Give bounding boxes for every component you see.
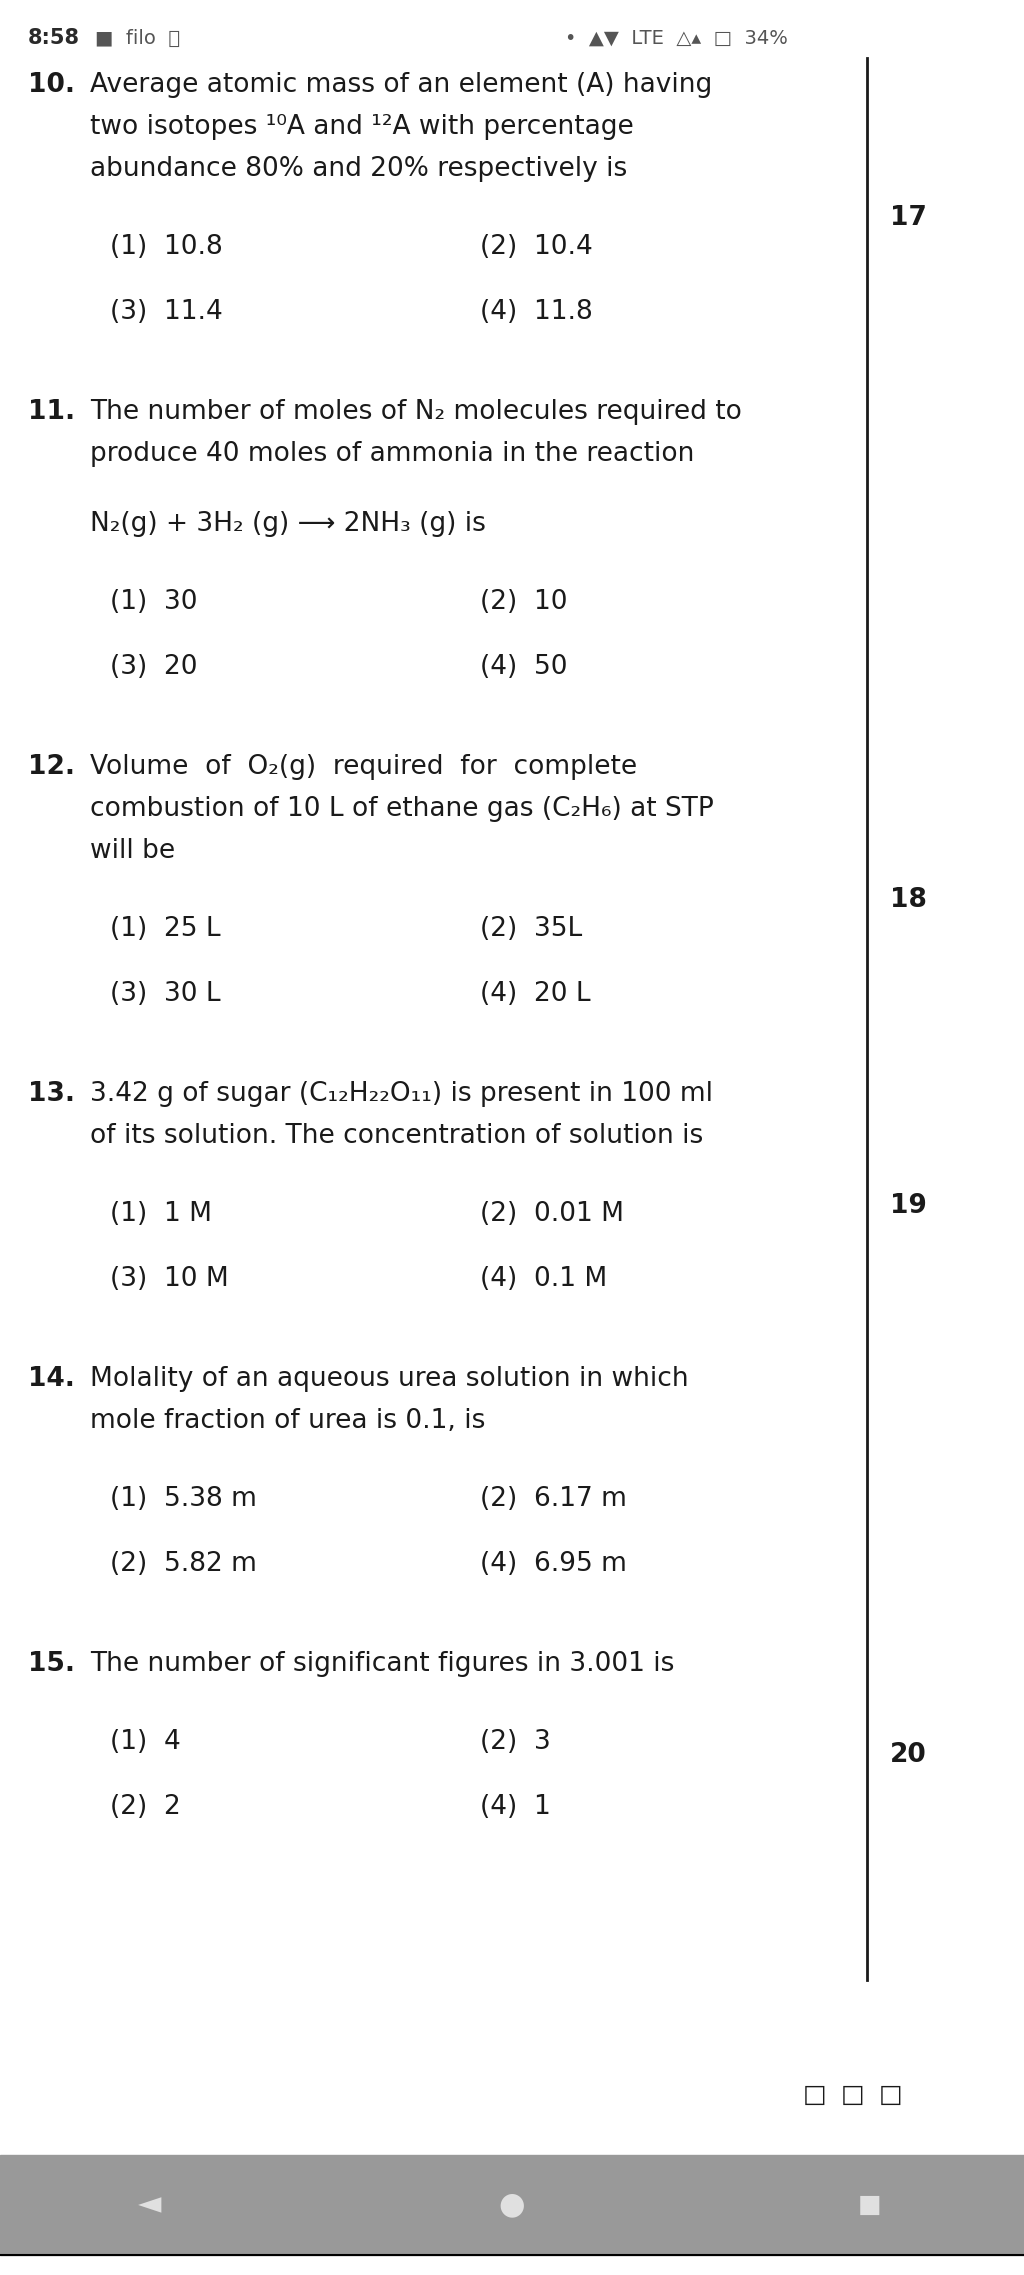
Text: (3)  20: (3) 20 bbox=[110, 653, 198, 680]
Text: (2)  10: (2) 10 bbox=[480, 589, 567, 614]
Text: of its solution. The concentration of solution is: of its solution. The concentration of so… bbox=[90, 1124, 703, 1149]
Text: (4)  0.1 M: (4) 0.1 M bbox=[480, 1265, 607, 1292]
Text: Molality of an aqueous urea solution in which: Molality of an aqueous urea solution in … bbox=[90, 1365, 688, 1392]
Text: 11.: 11. bbox=[28, 398, 75, 425]
Text: (4)  11.8: (4) 11.8 bbox=[480, 298, 593, 325]
Text: two isotopes ¹⁰A and ¹²A with percentage: two isotopes ¹⁰A and ¹²A with percentage bbox=[90, 114, 634, 141]
Text: Volume  of  O₂(g)  required  for  complete: Volume of O₂(g) required for complete bbox=[90, 753, 637, 780]
Text: (2)  35L: (2) 35L bbox=[480, 917, 583, 942]
Text: (1)  1 M: (1) 1 M bbox=[110, 1201, 212, 1226]
Text: will be: will be bbox=[90, 837, 175, 864]
Text: 3.42 g of sugar (C₁₂H₂₂O₁₁) is present in 100 ml: 3.42 g of sugar (C₁₂H₂₂O₁₁) is present i… bbox=[90, 1081, 713, 1108]
Text: Average atomic mass of an element (A) having: Average atomic mass of an element (A) ha… bbox=[90, 73, 713, 98]
Text: (3)  30 L: (3) 30 L bbox=[110, 981, 220, 1008]
Text: 13.: 13. bbox=[28, 1081, 75, 1108]
Text: 20: 20 bbox=[890, 1743, 927, 1768]
Text: □: □ bbox=[880, 2084, 903, 2107]
Text: (4)  1: (4) 1 bbox=[480, 1795, 551, 1820]
Text: (1)  10.8: (1) 10.8 bbox=[110, 234, 223, 259]
Text: (3)  10 M: (3) 10 M bbox=[110, 1265, 228, 1292]
Text: (1)  5.38 m: (1) 5.38 m bbox=[110, 1486, 257, 1513]
Text: abundance 80% and 20% respectively is: abundance 80% and 20% respectively is bbox=[90, 157, 628, 182]
Text: ■  filo  ⬜: ■ filo ⬜ bbox=[95, 30, 180, 48]
Text: (4)  50: (4) 50 bbox=[480, 653, 567, 680]
Text: 18: 18 bbox=[890, 887, 927, 912]
Text: combustion of 10 L of ethane gas (C₂H₆) at STP: combustion of 10 L of ethane gas (C₂H₆) … bbox=[90, 796, 714, 821]
Text: 8:58: 8:58 bbox=[28, 27, 80, 48]
Text: ■: ■ bbox=[858, 2193, 882, 2218]
Text: (2)  5.82 m: (2) 5.82 m bbox=[110, 1552, 257, 1577]
Text: (2)  10.4: (2) 10.4 bbox=[480, 234, 593, 259]
Text: The number of moles of N₂ molecules required to: The number of moles of N₂ molecules requ… bbox=[90, 398, 741, 425]
Text: 15.: 15. bbox=[28, 1652, 75, 1677]
Bar bbox=[0, 2154, 1024, 2255]
Text: (2)  6.17 m: (2) 6.17 m bbox=[480, 1486, 627, 1513]
Text: (4)  20 L: (4) 20 L bbox=[480, 981, 591, 1008]
Text: ●: ● bbox=[499, 2191, 525, 2220]
Text: mole fraction of urea is 0.1, is: mole fraction of urea is 0.1, is bbox=[90, 1408, 485, 1433]
Text: (2)  3: (2) 3 bbox=[480, 1729, 551, 1754]
Text: N₂(g) + 3H₂ (g) ⟶ 2NH₃ (g) is: N₂(g) + 3H₂ (g) ⟶ 2NH₃ (g) is bbox=[90, 512, 485, 537]
Text: (4)  6.95 m: (4) 6.95 m bbox=[480, 1552, 627, 1577]
Text: •  ▲▼  LTE  △▴  □  34%: • ▲▼ LTE △▴ □ 34% bbox=[565, 30, 787, 48]
Text: (1)  30: (1) 30 bbox=[110, 589, 198, 614]
Text: 19: 19 bbox=[890, 1192, 927, 1219]
Text: (2)  2: (2) 2 bbox=[110, 1795, 181, 1820]
Text: □: □ bbox=[841, 2084, 865, 2107]
Text: ◄: ◄ bbox=[138, 2191, 162, 2220]
Text: 10.: 10. bbox=[28, 73, 75, 98]
Text: (2)  0.01 M: (2) 0.01 M bbox=[480, 1201, 624, 1226]
Text: (1)  25 L: (1) 25 L bbox=[110, 917, 220, 942]
Text: 14.: 14. bbox=[28, 1365, 75, 1392]
Text: The number of significant figures in 3.001 is: The number of significant figures in 3.0… bbox=[90, 1652, 675, 1677]
Text: produce 40 moles of ammonia in the reaction: produce 40 moles of ammonia in the react… bbox=[90, 441, 694, 466]
Text: (3)  11.4: (3) 11.4 bbox=[110, 298, 223, 325]
Text: □: □ bbox=[803, 2084, 826, 2107]
Text: 12.: 12. bbox=[28, 753, 75, 780]
Text: (1)  4: (1) 4 bbox=[110, 1729, 181, 1754]
Text: 17: 17 bbox=[890, 205, 927, 232]
